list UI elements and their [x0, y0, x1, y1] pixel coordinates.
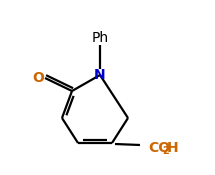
Text: O: O	[32, 71, 44, 85]
Text: H: H	[167, 141, 179, 155]
Text: 2: 2	[162, 146, 169, 156]
Text: CO: CO	[148, 141, 170, 155]
Text: N: N	[94, 68, 106, 82]
Text: Ph: Ph	[91, 31, 109, 45]
